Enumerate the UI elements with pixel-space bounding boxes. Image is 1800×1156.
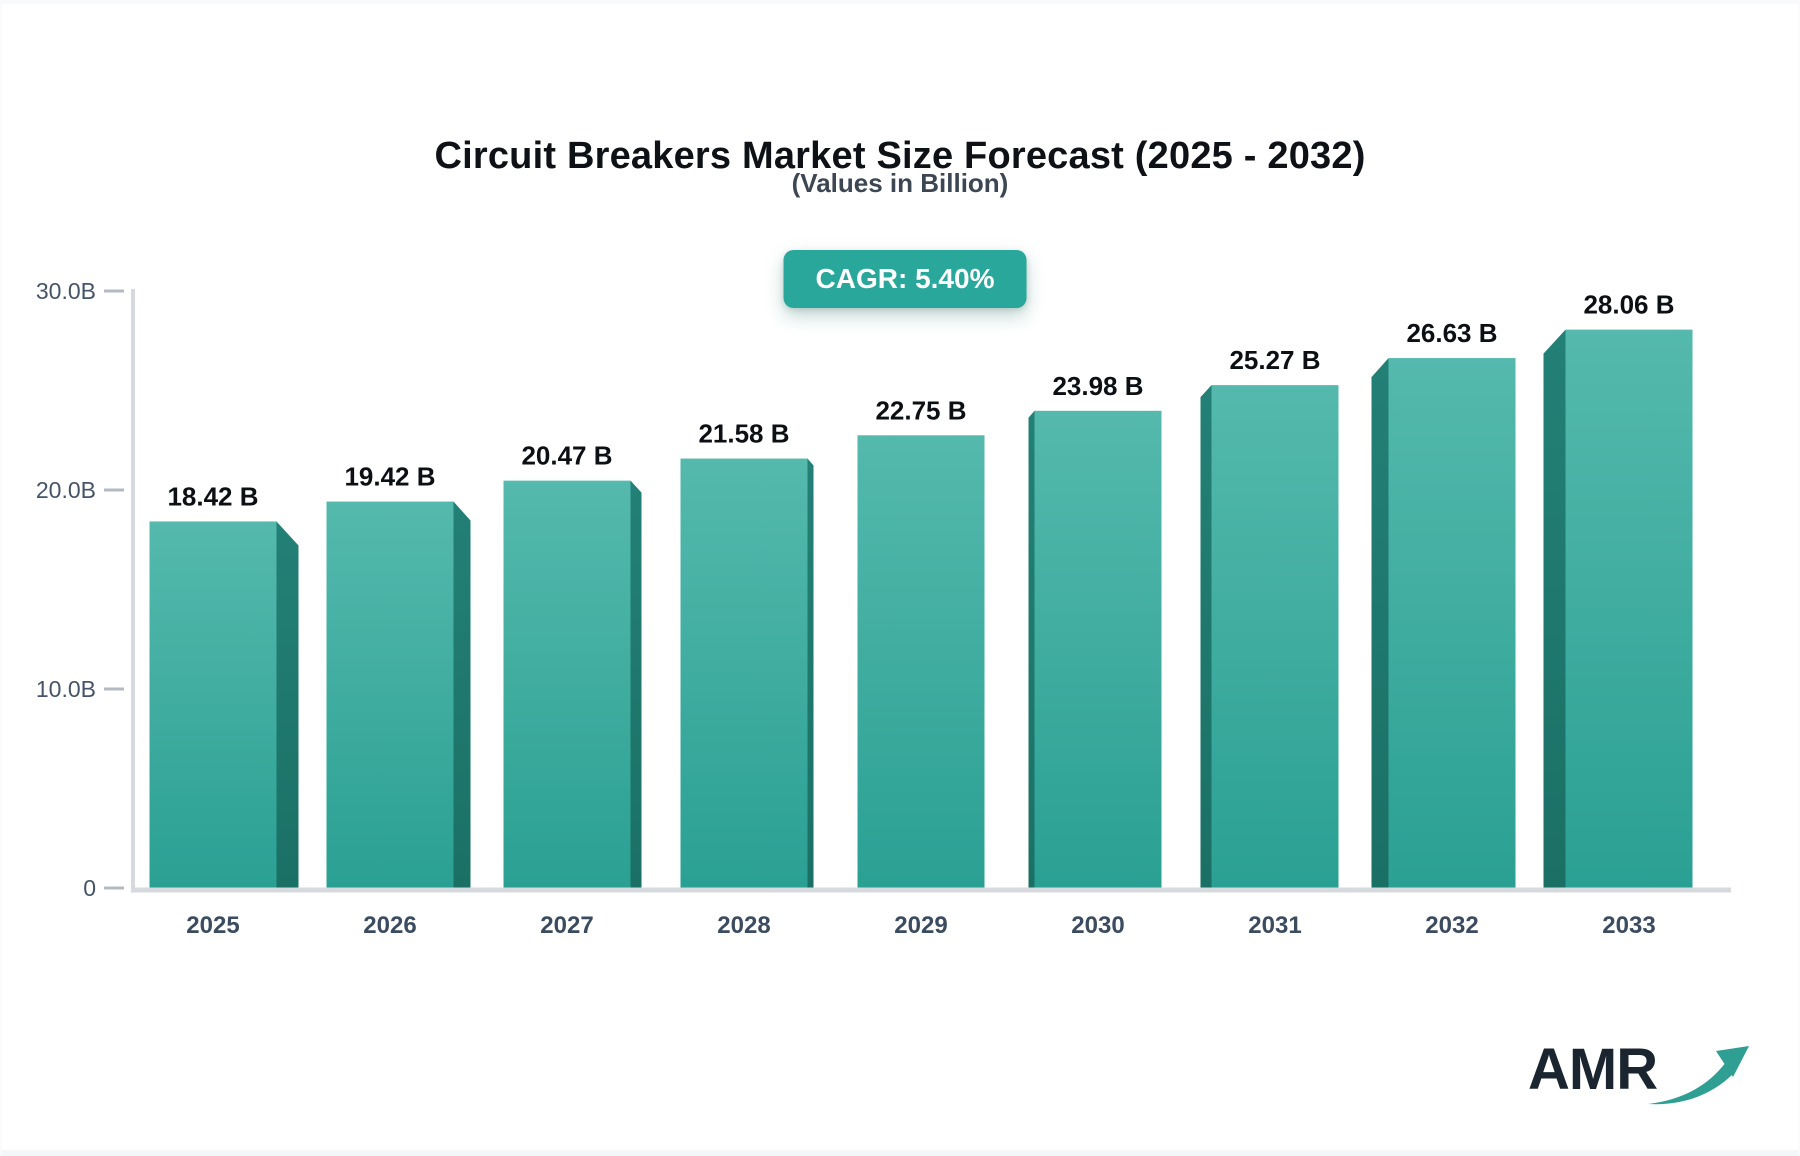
x-axis-year-label: 2025: [186, 912, 239, 939]
y-axis-tick-label: 0: [83, 875, 96, 901]
x-axis-year-label: 2027: [540, 912, 593, 939]
bar-2030[interactable]: [1034, 410, 1162, 888]
x-axis-year-label: 2032: [1425, 912, 1478, 939]
bar-side-2031[interactable]: [1200, 385, 1212, 888]
bar-value-label: 26.63 B: [1406, 318, 1497, 348]
x-axis-year-label: 2029: [894, 912, 947, 939]
x-axis-year-label: 2031: [1248, 912, 1301, 939]
bar-2027[interactable]: [503, 480, 631, 888]
bar-2026[interactable]: [326, 501, 454, 888]
growth-arrow-icon: [1648, 1046, 1749, 1105]
amr-logo: AMR: [1528, 1028, 1749, 1118]
bar-value-label: 20.47 B: [521, 441, 612, 471]
bar-2025[interactable]: [149, 521, 277, 888]
bar-side-2025[interactable]: [276, 521, 299, 888]
x-axis-year-label: 2028: [717, 912, 770, 939]
bar-value-label: 21.58 B: [698, 419, 789, 449]
bar-2028[interactable]: [680, 458, 808, 888]
x-axis-year-label: 2030: [1071, 912, 1124, 939]
y-axis-tick-label: 30.0B: [36, 278, 96, 304]
chart-subtitle: (Values in Billion): [791, 168, 1009, 198]
bar-side-2026[interactable]: [453, 501, 471, 888]
x-axis-year-label: 2026: [363, 912, 416, 939]
bar-side-2027[interactable]: [630, 480, 642, 888]
bar-2029[interactable]: [857, 435, 985, 888]
amr-logo-text: AMR: [1528, 1037, 1658, 1102]
bar-value-label: 22.75 B: [875, 395, 966, 425]
bar-value-label: 19.42 B: [344, 462, 435, 492]
bar-2032[interactable]: [1388, 358, 1516, 888]
bar-side-2028[interactable]: [807, 458, 814, 888]
cagr-badge: CAGR: 5.40%: [783, 250, 1027, 308]
y-axis-tick-label: 10.0B: [36, 676, 96, 702]
chart-title: Circuit Breakers Market Size Forecast (2…: [434, 135, 1366, 178]
bar-2031[interactable]: [1211, 385, 1339, 888]
bar-side-2032[interactable]: [1371, 358, 1389, 888]
bar-2033[interactable]: [1565, 329, 1693, 889]
bar-side-2030[interactable]: [1028, 410, 1035, 888]
bar-side-2033[interactable]: [1543, 329, 1566, 889]
y-axis-tick-label: 20.0B: [36, 477, 96, 503]
bar-value-label: 18.42 B: [167, 481, 258, 511]
bar-value-label: 23.98 B: [1052, 371, 1143, 401]
x-axis-year-label: 2033: [1602, 912, 1655, 939]
bar-value-label: 25.27 B: [1229, 345, 1320, 375]
bar-value-label: 28.06 B: [1583, 290, 1674, 320]
